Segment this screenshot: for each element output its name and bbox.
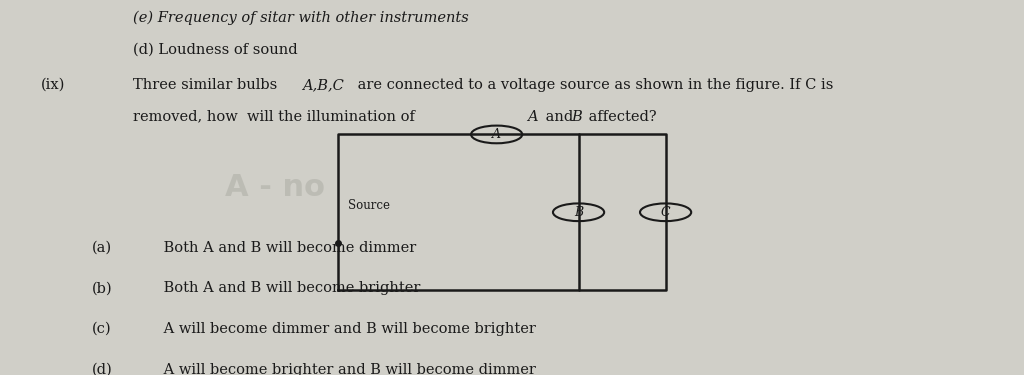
Text: are connected to a voltage source as shown in the figure. If C is: are connected to a voltage source as sho… <box>353 78 834 92</box>
Text: removed, how  will the illumination of: removed, how will the illumination of <box>133 110 420 124</box>
Text: A: A <box>493 128 501 141</box>
Text: A: A <box>527 110 538 124</box>
Text: Source: Source <box>348 199 390 212</box>
Text: A,B,C: A,B,C <box>302 78 344 92</box>
Text: Three similar bulbs: Three similar bulbs <box>133 78 282 92</box>
Text: (a): (a) <box>92 241 113 255</box>
Text: affected?: affected? <box>584 110 656 124</box>
Text: B: B <box>574 206 583 219</box>
Text: A - no: A - no <box>225 173 326 202</box>
Text: C: C <box>660 206 671 219</box>
Text: (d) Loudness of sound: (d) Loudness of sound <box>133 42 298 57</box>
Text: Both A and B will become brighter: Both A and B will become brighter <box>159 281 420 295</box>
Text: A will become dimmer and B will become brighter: A will become dimmer and B will become b… <box>159 322 536 336</box>
Text: (e) Frequency of sitar with other instruments: (e) Frequency of sitar with other instru… <box>133 10 469 25</box>
Text: (c): (c) <box>92 322 112 336</box>
Text: and: and <box>541 110 578 124</box>
Text: (ix): (ix) <box>41 78 66 92</box>
Text: B: B <box>571 110 582 124</box>
Text: (d): (d) <box>92 363 113 375</box>
Text: A will become brighter and B will become dimmer: A will become brighter and B will become… <box>159 363 536 375</box>
Text: Both A and B will become dimmer: Both A and B will become dimmer <box>159 241 416 255</box>
Text: (b): (b) <box>92 281 113 295</box>
